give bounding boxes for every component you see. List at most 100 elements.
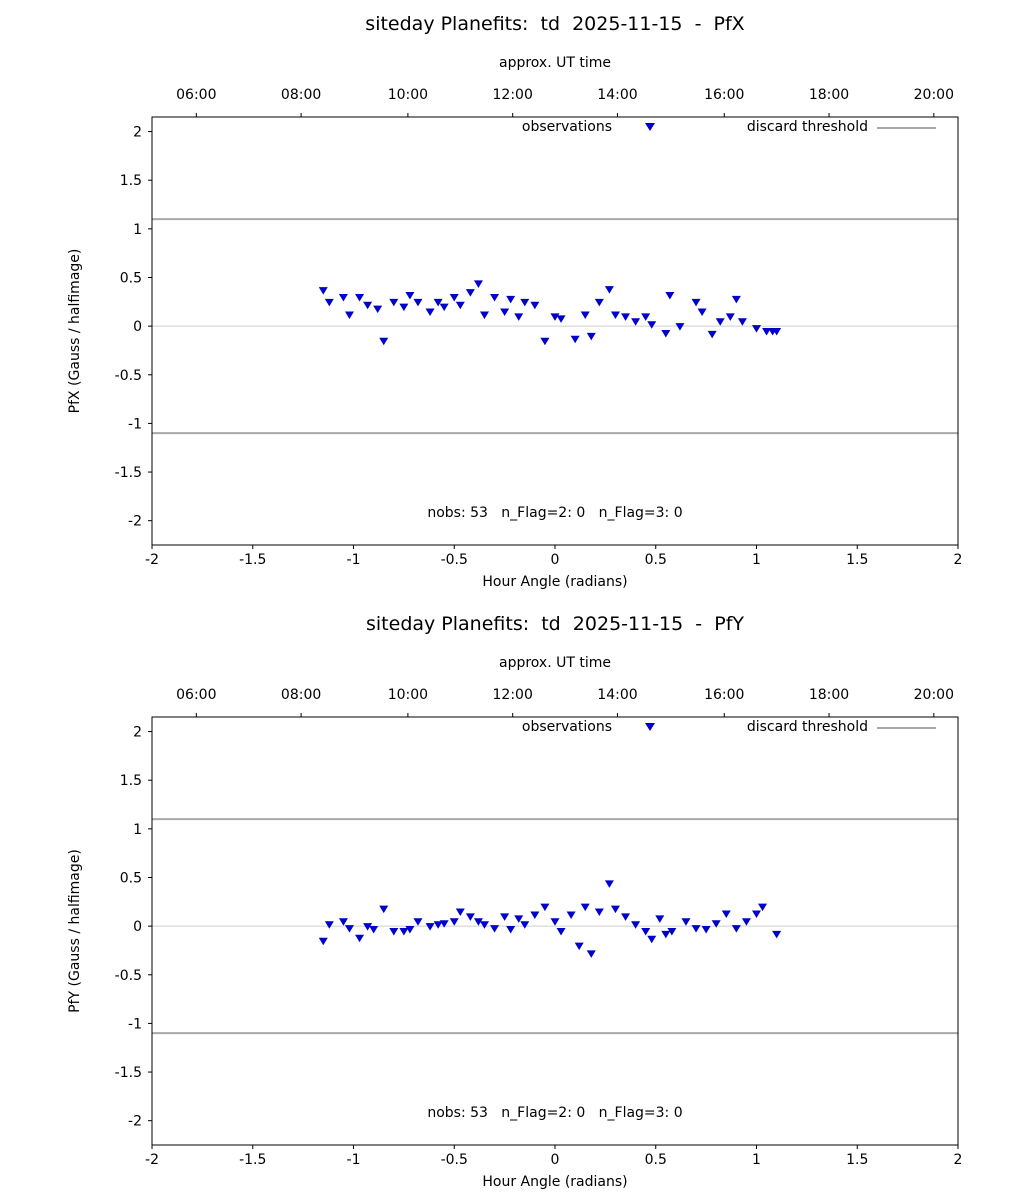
chart-pfx: siteday Planefits: td 2025-11-15 - PfX a… [67, 13, 963, 590]
x-tick-label: 1.5 [846, 552, 868, 568]
data-point [373, 305, 383, 314]
data-point [449, 918, 459, 926]
y-tick-label: 0 [133, 919, 142, 935]
top-tick-label: 16:00 [704, 687, 744, 703]
data-point [731, 925, 741, 933]
plot-frame [151, 116, 959, 546]
data-point [574, 942, 584, 951]
y-tick-label: -1.5 [115, 465, 142, 481]
y-tick-label: -1 [128, 416, 142, 432]
x-tick-label: -0.5 [441, 1152, 468, 1168]
top-tick-label: 16:00 [704, 87, 744, 103]
data-point [465, 289, 475, 297]
triangle-down-marker-icon [645, 723, 655, 731]
top-axis-label: approx. UT time [499, 655, 611, 671]
data-point [490, 925, 500, 933]
data-point [540, 337, 550, 346]
top-tick-label: 20:00 [914, 687, 954, 703]
data-point [379, 905, 389, 914]
data-point [500, 913, 510, 921]
data-point [721, 910, 731, 918]
x-tick-label: -1 [347, 552, 361, 568]
data-point [675, 323, 685, 331]
y-tick-label: 2 [133, 125, 142, 141]
y-tick-label: -1.5 [115, 1065, 142, 1081]
data-point [514, 915, 524, 923]
data-point [610, 311, 620, 319]
x-tick-label: 2 [954, 1152, 963, 1168]
data-point [324, 921, 334, 929]
chart-title-pfx: siteday Planefits: td 2025-11-15 - PfX [365, 13, 745, 35]
data-point [641, 928, 651, 936]
data-point [772, 328, 782, 336]
y-tick-label: -1 [128, 1016, 142, 1032]
top-axis-label: approx. UT time [499, 55, 611, 71]
data-point [369, 926, 379, 934]
data-point [455, 301, 465, 310]
x-tick-label: -1.5 [239, 552, 266, 568]
data-point [707, 330, 717, 339]
legend-observations-label: observations [521, 719, 612, 735]
data-point [379, 337, 389, 346]
data-point [413, 298, 423, 307]
data-point [439, 303, 449, 312]
legend-observations-label: observations [521, 119, 612, 135]
data-point [520, 921, 530, 929]
data-point [506, 295, 516, 304]
data-point [661, 930, 671, 939]
data-point [344, 311, 354, 319]
data-point [641, 313, 651, 321]
data-point [405, 926, 415, 934]
data-point [752, 910, 761, 918]
data-point [556, 928, 566, 936]
data-point [425, 923, 435, 931]
data-point [318, 937, 328, 946]
threshold-line-sample [877, 127, 936, 129]
x-tick-label: 2 [954, 552, 963, 568]
data-point [473, 280, 483, 288]
data-point [621, 313, 631, 321]
data-point [500, 308, 510, 317]
y-tick-label: -2 [128, 514, 142, 530]
x-tick-label: 0 [551, 1152, 560, 1168]
data-point [741, 918, 751, 926]
data-point [731, 295, 741, 304]
data-point [449, 293, 459, 302]
data-point [433, 298, 443, 307]
x-tick-label: 0.5 [645, 552, 667, 568]
x-tick-label: 1.5 [846, 1152, 868, 1168]
data-point [711, 920, 721, 928]
data-point [550, 313, 560, 321]
data-point [540, 903, 550, 912]
data-point [594, 908, 604, 917]
x-tick-label: -2 [145, 1152, 159, 1168]
data-point [338, 293, 348, 302]
top-tick-label: 06:00 [176, 687, 216, 703]
data-point [550, 918, 560, 926]
top-tick-label: 08:00 [281, 687, 321, 703]
data-point [647, 935, 657, 944]
data-point [344, 925, 354, 933]
y-tick-label: 0.5 [120, 271, 142, 287]
x-axis-label: Hour Angle (radians) [482, 574, 628, 590]
data-point [681, 918, 691, 926]
top-tick-label: 20:00 [914, 87, 954, 103]
y-tick-label: 1.5 [120, 173, 142, 189]
plot-area-pfx: -2 -1.5 -1 -0.5 0 0.5 1 1.5 2 2 1.5 1 0.5 0 -0.5 -1 -1.5… [115, 87, 963, 568]
top-tick-label: 12:00 [493, 687, 533, 703]
data-point [697, 308, 707, 317]
data-point [661, 329, 671, 338]
data-point [647, 321, 657, 329]
x-tick-label: -2 [145, 552, 159, 568]
data-point [586, 950, 596, 958]
data-point [701, 926, 711, 934]
legend-threshold-label: discard threshold [746, 719, 868, 735]
data-point [425, 308, 435, 317]
x-axis-label: Hour Angle (radians) [482, 1174, 628, 1190]
data-point [363, 923, 373, 931]
data-point [389, 298, 399, 307]
data-point [465, 913, 475, 921]
x-tick-label: 1 [752, 552, 761, 568]
data-point [355, 293, 365, 302]
